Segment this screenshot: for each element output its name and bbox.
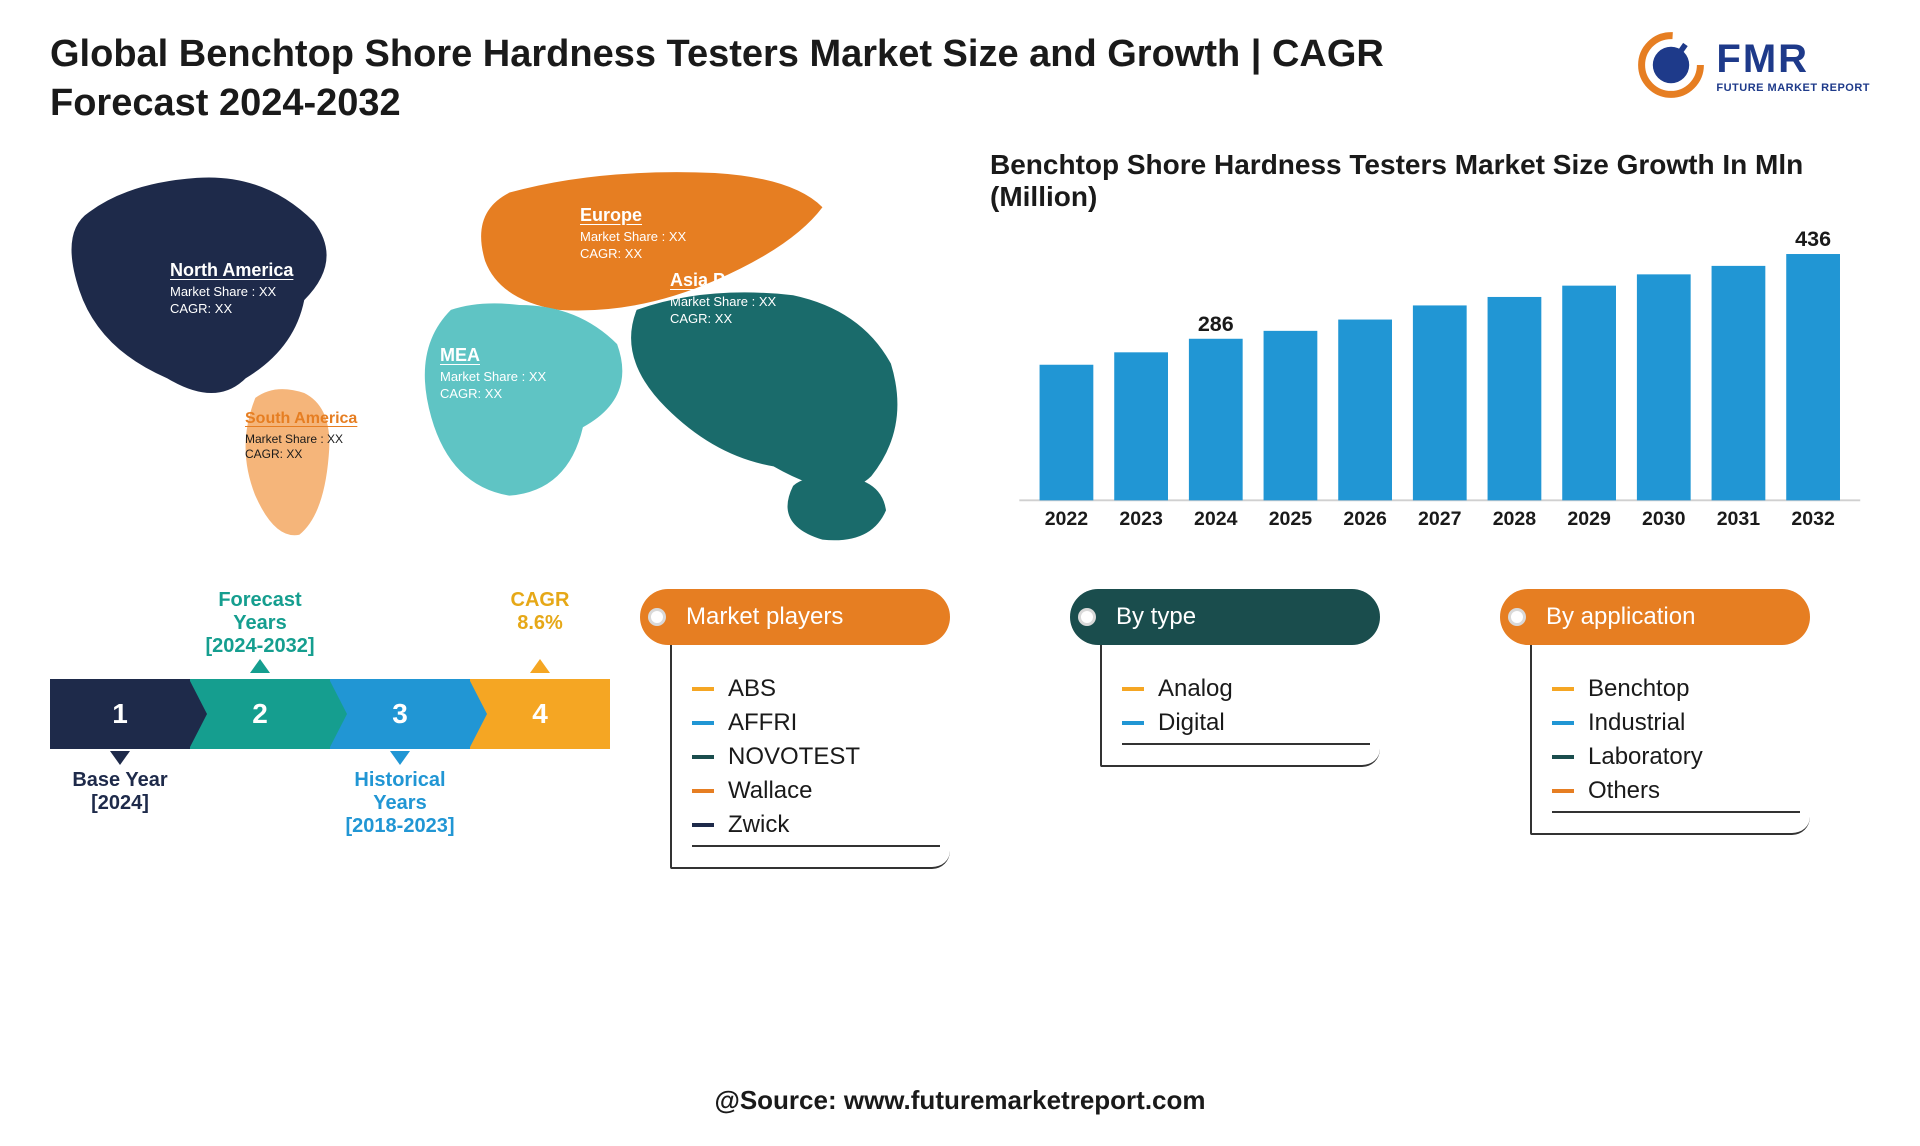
bar-xlabel-2026: 2026 [1343,508,1387,530]
bar-xlabel-2029: 2029 [1567,508,1611,530]
pill-0: Market players [640,589,950,645]
pill-2: By application [1500,589,1810,645]
bar-xlabel-2024: 2024 [1194,508,1238,530]
logo-icon [1636,30,1706,100]
pill-1: By type [1070,589,1380,645]
column-0: Market players ABS AFFRI NOVOTEST Wallace Zwi… [640,589,1010,869]
list-item: Wallace [692,777,940,805]
bar-xlabel-2030: 2030 [1642,508,1686,530]
region-asia-pacific [631,292,897,540]
list-item: Analog [1122,675,1370,703]
bar-2023 [1114,352,1168,500]
bar-2026 [1338,319,1392,500]
bar-2022 [1040,365,1094,501]
bar-chart: 2022 2023 2024 2025 2026 2027 2028 2029 2030 2031… [990,223,1870,543]
bar-2025 [1264,331,1318,500]
bar-2030 [1637,274,1691,500]
timeline-seg-1: 1 [50,679,190,749]
timeline-historical-label: Historical Years [2018-2023] [330,769,470,838]
list-1: Analog Digital [1100,645,1380,767]
brand-logo: FMR FUTURE MARKET REPORT [1636,30,1870,100]
list-2: Benchtop Industrial Laboratory Others [1530,645,1810,835]
list-item: NOVOTEST [692,743,940,771]
timeline-seg-4: 4 [470,679,610,749]
map-label-south_america: South AmericaMarket Share : XXCAGR: XX [245,409,357,463]
list-item: Zwick [692,811,940,839]
list-0: ABS AFFRI NOVOTEST Wallace Zwick [670,645,950,869]
bar-xlabel-2022: 2022 [1045,508,1089,530]
bar-xlabel-2025: 2025 [1269,508,1313,530]
bar-xlabel-2028: 2028 [1493,508,1537,530]
bar-xlabel-2032: 2032 [1791,508,1835,530]
bar-2024 [1189,339,1243,501]
bar-chart-title: Benchtop Shore Hardness Testers Market S… [990,149,1870,213]
list-item: AFFRI [692,709,940,737]
timeline-cagr-label: CAGR 8.6% [470,589,610,658]
page-title: Global Benchtop Shore Hardness Testers M… [50,30,1450,129]
list-item: ABS [692,675,940,703]
map-label-europe: EuropeMarket Share : XXCAGR: XX [580,204,686,263]
bar-xlabel-2031: 2031 [1717,508,1761,530]
timeline-seg-2: 2 [190,679,330,749]
bar-value-2024: 286 [1198,312,1234,336]
map-label-mea: MEAMarket Share : XXCAGR: XX [440,344,546,403]
world-map: North AmericaMarket Share : XXCAGR: XX So… [50,149,930,549]
bar-xlabel-2027: 2027 [1418,508,1462,530]
list-item: Industrial [1552,709,1800,737]
logo-subtext: FUTURE MARKET REPORT [1716,82,1870,94]
list-item: Benchtop [1552,675,1800,703]
map-label-north_america: North AmericaMarket Share : XXCAGR: XX [170,259,293,318]
bar-2029 [1562,285,1616,500]
map-label-asia_pacific: Asia PacificMarket Share : XXCAGR: XX [670,269,776,328]
list-item: Digital [1122,709,1370,737]
bar-2031 [1712,266,1766,500]
timeline-forecast-label: Forecast Years [2024-2032] [190,589,330,658]
bar-2028 [1488,297,1542,500]
bar-xlabel-2023: 2023 [1119,508,1163,530]
source-text: @Source: www.futuremarketreport.com [0,1085,1920,1116]
column-2: By application Benchtop Industrial Laborato… [1500,589,1870,869]
timeline: Forecast Years [2024-2032] CAGR 8.6% 1 2… [50,589,610,749]
column-1: By type Analog Digital [1070,589,1440,869]
bar-2032 [1786,254,1840,500]
timeline-seg-3: 3 [330,679,470,749]
bar-2027 [1413,305,1467,500]
list-item: Others [1552,777,1800,805]
logo-text: FMR [1716,37,1870,82]
timeline-base-label: Base Year [2024] [50,769,190,838]
bar-value-2032: 436 [1795,227,1831,251]
list-item: Laboratory [1552,743,1800,771]
